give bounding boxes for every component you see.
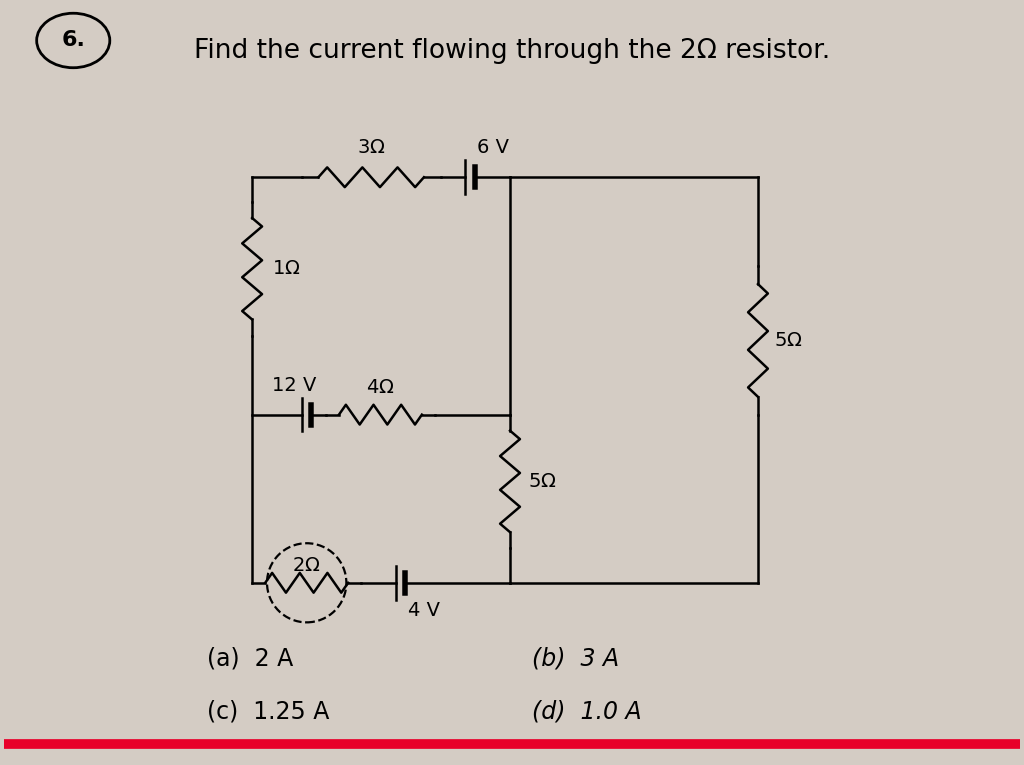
Text: (d)  1.0 A: (d) 1.0 A xyxy=(532,700,642,724)
Text: 1$\Omega$: 1$\Omega$ xyxy=(272,259,300,278)
Text: 2$\Omega$: 2$\Omega$ xyxy=(293,556,321,575)
Text: 4$\Omega$: 4$\Omega$ xyxy=(367,378,394,397)
Text: (a)  2 A: (a) 2 A xyxy=(207,646,294,671)
Text: (c)  1.25 A: (c) 1.25 A xyxy=(207,700,330,724)
Text: 3$\Omega$: 3$\Omega$ xyxy=(357,138,385,158)
Text: 12 V: 12 V xyxy=(271,376,316,395)
Text: 5$\Omega$: 5$\Omega$ xyxy=(527,472,556,491)
Text: 6.: 6. xyxy=(61,31,85,50)
Text: 6 V: 6 V xyxy=(477,138,509,158)
Text: 5$\Omega$: 5$\Omega$ xyxy=(774,331,803,350)
Text: (b)  3 A: (b) 3 A xyxy=(532,646,620,671)
Text: Find the current flowing through the 2Ω resistor.: Find the current flowing through the 2Ω … xyxy=(194,38,830,64)
Text: 4 V: 4 V xyxy=(408,601,439,620)
